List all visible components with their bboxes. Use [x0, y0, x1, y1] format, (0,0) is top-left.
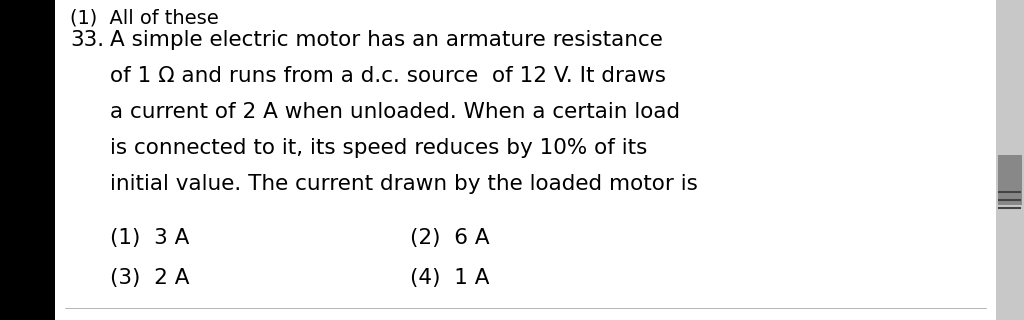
Text: a current of 2 A when unloaded. When a certain load: a current of 2 A when unloaded. When a c… [110, 102, 680, 122]
Text: is connected to it, its speed reduces by 10% of its: is connected to it, its speed reduces by… [110, 138, 647, 158]
Bar [996, 0, 1024, 320]
Text: 33.: 33. [70, 30, 104, 50]
Text: A simple electric motor has an armature resistance: A simple electric motor has an armature … [110, 30, 663, 50]
Bar [998, 155, 1022, 205]
Bar [0, 0, 55, 320]
Text: of 1 Ω and runs from a d.c. source  of 12 V. It draws: of 1 Ω and runs from a d.c. source of 12… [110, 66, 666, 86]
Text: (1)  All of these: (1) All of these [70, 8, 219, 27]
Text: (2)  6 A: (2) 6 A [410, 228, 489, 248]
Text: (3)  2 A: (3) 2 A [110, 268, 189, 288]
Text: (4)  1 A: (4) 1 A [410, 268, 489, 288]
Text: initial value. The current drawn by the loaded motor is: initial value. The current drawn by the … [110, 174, 698, 194]
Text: (1)  3 A: (1) 3 A [110, 228, 189, 248]
